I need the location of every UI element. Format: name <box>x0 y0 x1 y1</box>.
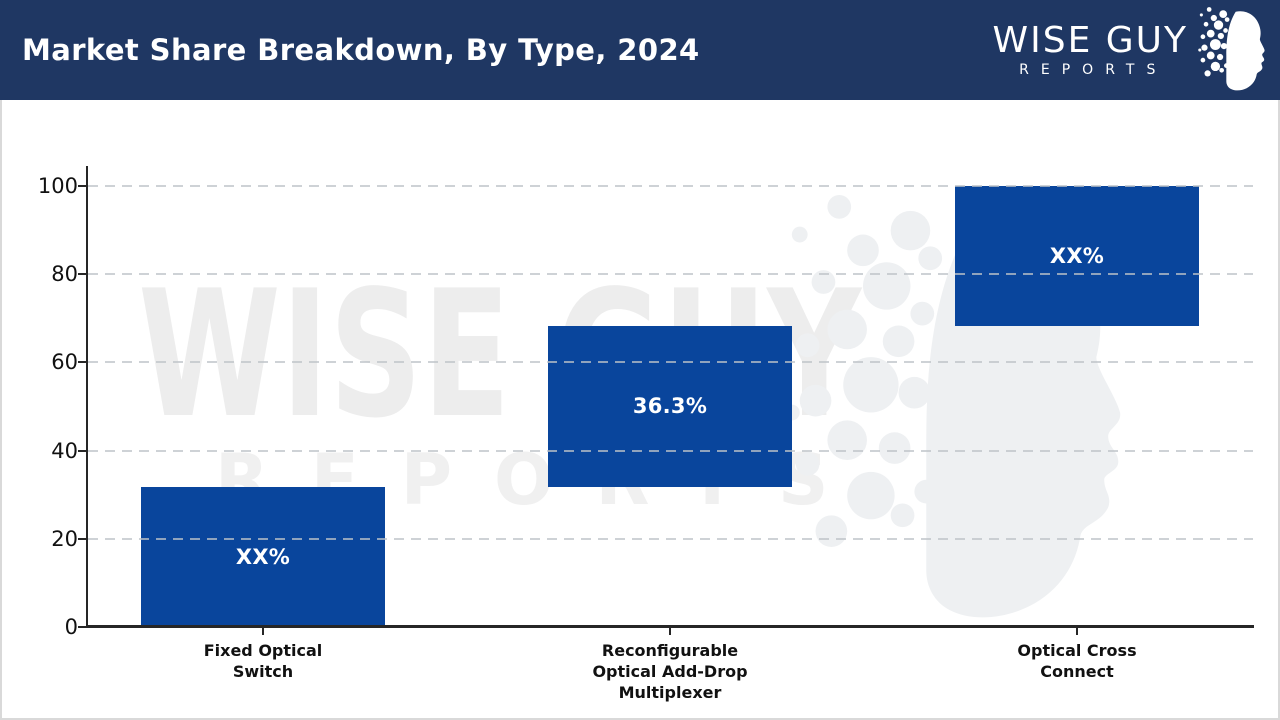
x-axis-spine <box>86 625 1254 628</box>
gridline-80 <box>88 273 1253 276</box>
x-tick-mark <box>262 628 264 635</box>
gridline-100 <box>88 185 1253 187</box>
chart-title: Market Share Breakdown, By Type, 2024 <box>22 33 700 67</box>
bar-segment: 36.3% <box>548 326 792 487</box>
wiseguy-head-icon <box>1198 7 1265 91</box>
x-category-label-line: Connect <box>1040 662 1114 681</box>
x-category-label-line: Reconfigurable <box>601 641 739 660</box>
bar-segment: XX% <box>955 186 1199 327</box>
bar-value-label: XX% <box>1049 244 1105 269</box>
y-tick-mark-40 <box>78 449 86 452</box>
y-tick-label-20: 20 <box>51 526 78 551</box>
brand-name: WISE GUY <box>992 19 1188 61</box>
x-category-label-line: Multiplexer <box>618 683 722 702</box>
y-tick-label-40: 40 <box>51 438 78 463</box>
y-tick-mark-60 <box>78 361 86 364</box>
x-category-label-line: Switch <box>232 662 294 681</box>
bar-segment: XX% <box>141 486 385 627</box>
y-tick-mark-0 <box>78 626 86 628</box>
y-tick-label-100: 100 <box>37 174 78 198</box>
x-category-label-line: Optical Cross <box>1017 641 1137 660</box>
x-category-label-line: Optical Add-Drop <box>592 662 748 681</box>
brand-logo: WISE GUY REPORTS <box>993 0 1271 100</box>
y-tick-label-60: 60 <box>51 350 78 375</box>
header-bar: Market Share Breakdown, By Type, 2024 WI… <box>0 0 1280 100</box>
y-tick-mark-80 <box>78 273 86 276</box>
y-axis-spine <box>86 166 88 628</box>
gridline-20 <box>88 537 1253 540</box>
x-category-label: Fixed Optical Switch <box>103 640 423 682</box>
x-category-label-line: Fixed Optical <box>203 641 323 660</box>
y-tick-mark-20 <box>78 537 86 540</box>
x-category-label: Reconfigurable Optical Add-Drop Multiplexe… <box>510 640 830 703</box>
x-tick-mark <box>1076 628 1078 635</box>
y-tick-label-0: 0 <box>64 615 78 639</box>
gridline-60 <box>88 361 1253 364</box>
gridline-40 <box>88 449 1253 452</box>
bar-value-label: 36.3% <box>632 394 708 419</box>
bar-value-label: XX% <box>235 544 291 569</box>
x-category-label: Optical Cross Connect <box>917 640 1237 682</box>
y-tick-mark-100 <box>78 185 86 187</box>
brand-subtitle: REPORTS <box>1019 62 1168 79</box>
brand-logo-text: WISE GUY REPORTS <box>992 19 1189 79</box>
y-tick-label-80: 80 <box>51 262 78 287</box>
x-tick-mark <box>669 628 671 635</box>
